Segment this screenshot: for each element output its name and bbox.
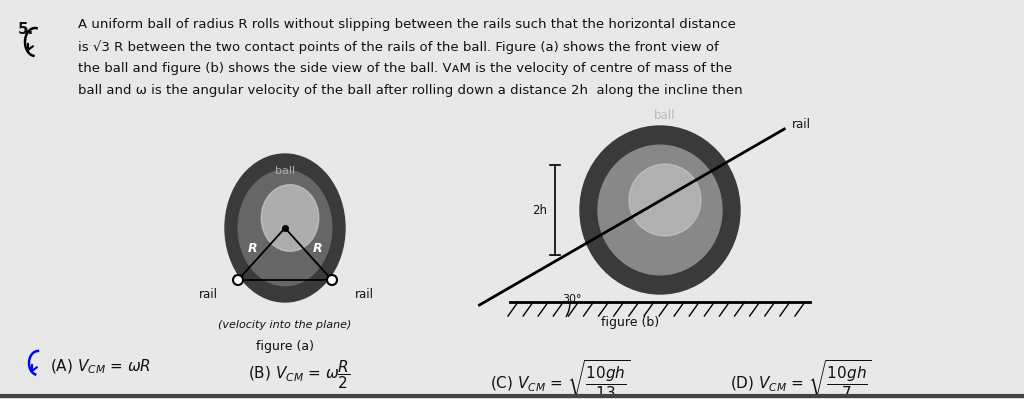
Text: rail: rail: [354, 288, 374, 301]
Text: A uniform ball of radius R rolls without slipping between the rails such that th: A uniform ball of radius R rolls without…: [78, 18, 736, 31]
Ellipse shape: [261, 185, 318, 251]
Text: R: R: [248, 242, 257, 255]
Text: the ball and figure (b) shows the side view of the ball. VᴀM is the velocity of : the ball and figure (b) shows the side v…: [78, 62, 732, 75]
Circle shape: [327, 275, 337, 285]
Text: (D) $V_{CM}$ = $\sqrt{\dfrac{10gh}{7}}$: (D) $V_{CM}$ = $\sqrt{\dfrac{10gh}{7}}$: [730, 358, 871, 399]
Text: (velocity into the plane): (velocity into the plane): [218, 320, 351, 330]
Circle shape: [233, 275, 243, 285]
Ellipse shape: [239, 170, 332, 286]
Text: (A) $V_{CM}$ = $\omega R$: (A) $V_{CM}$ = $\omega R$: [50, 358, 152, 376]
Text: is √3 R between the two contact points of the rails of the ball. Figure (a) show: is √3 R between the two contact points o…: [78, 40, 719, 54]
Text: figure (b): figure (b): [601, 316, 659, 329]
Text: ball and ω is the angular velocity of the ball after rolling down a distance 2h : ball and ω is the angular velocity of th…: [78, 84, 742, 97]
Text: figure (a): figure (a): [256, 340, 314, 353]
Text: ball: ball: [654, 109, 676, 122]
Text: rail: rail: [793, 117, 811, 130]
Ellipse shape: [629, 164, 701, 236]
Ellipse shape: [598, 145, 722, 275]
Text: ball: ball: [274, 166, 295, 176]
Text: R: R: [312, 242, 323, 255]
Text: (B) $V_{CM}$ = $\omega\dfrac{R}{2}$: (B) $V_{CM}$ = $\omega\dfrac{R}{2}$: [248, 358, 350, 391]
Text: (C) $V_{CM}$ = $\sqrt{\dfrac{10gh}{13}}$: (C) $V_{CM}$ = $\sqrt{\dfrac{10gh}{13}}$: [490, 358, 631, 399]
Ellipse shape: [580, 126, 740, 294]
Text: 30°: 30°: [562, 294, 582, 304]
Text: rail: rail: [199, 288, 217, 301]
Ellipse shape: [225, 154, 345, 302]
Text: 2h: 2h: [532, 203, 547, 217]
Text: 5.: 5.: [18, 22, 34, 37]
